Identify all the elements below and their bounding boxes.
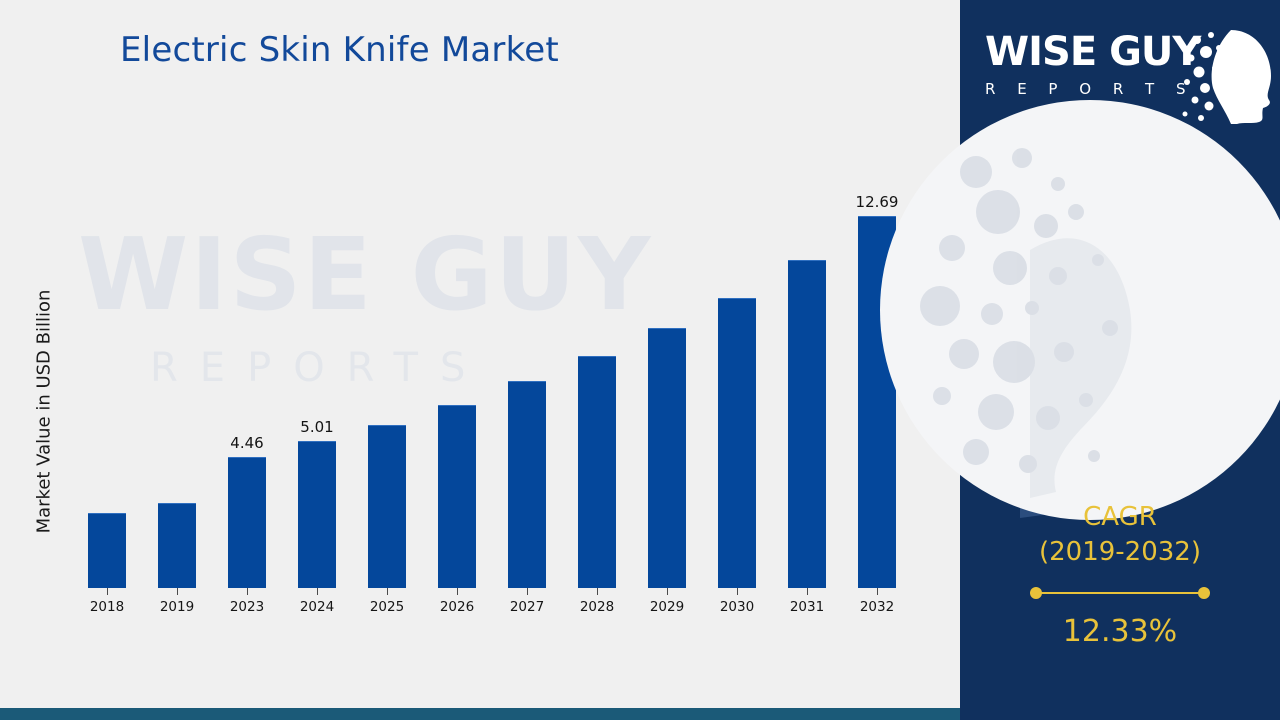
tick-mark [666,588,668,595]
x-tick-2028: 2028 [562,588,632,615]
dotted-head-profile-icon [1179,26,1275,126]
bar-2025[interactable] [368,424,406,588]
divider-dot-right [1198,587,1210,600]
tick-mark [316,588,318,595]
cagr-title: CAGR [1083,502,1157,532]
tick-label: 2028 [579,599,615,615]
bar-2032[interactable] [858,215,896,588]
bar-2018[interactable] [88,513,126,588]
x-axis: 2018 2019 2023 2024 2025 2026 2027 2028 2029 2030… [72,588,912,615]
plot-area: 4.46 5.01 12.69 [72,180,912,588]
tick-mark [806,588,808,595]
cagr-block: CAGR (2019-2032) 12.33% [960,500,1280,649]
bar-2029[interactable] [648,328,686,588]
tick-label: 2025 [369,599,405,615]
tick-label: 2030 [719,599,755,615]
divider-line [1037,592,1203,595]
tick-label: 2032 [859,599,895,615]
tick-label: 2019 [159,599,195,615]
bar-2019[interactable] [158,503,196,588]
logo-wordmark: WISE GUY [985,29,1201,75]
bar-slot [142,180,212,588]
x-tick-2027: 2027 [492,588,562,615]
bar-slot [72,180,142,588]
tick-mark [176,588,178,595]
x-tick-2029: 2029 [632,588,702,615]
bar-value-label: 4.46 [230,434,264,453]
tick-label: 2018 [89,599,125,615]
tick-mark [596,588,598,595]
tick-mark [526,588,528,595]
x-tick-2031: 2031 [772,588,842,615]
logo-subtitle: R E P O R T S [985,80,1194,98]
bar-slot [352,180,422,588]
bar-2030[interactable] [718,298,756,588]
page-title: Electric Skin Knife Market [120,30,559,70]
divider-dot-left [1030,587,1042,600]
bar-slot [632,180,702,588]
bar-slot [702,180,772,588]
x-tick-2018: 2018 [72,588,142,615]
cagr-value: 12.33% [1062,614,1178,650]
bar-slot: 4.46 [212,180,282,588]
bar-series: 4.46 5.01 12.69 [72,180,912,588]
y-axis-label-text: Market Value in USD Billion [33,289,55,533]
tick-label: 2029 [649,599,685,615]
bar-2026[interactable] [438,404,476,588]
bar-2031[interactable] [788,260,826,588]
footer-strip [0,708,962,720]
bar-2027[interactable] [508,381,546,588]
bar-value-label: 12.69 [855,192,899,211]
tick-label: 2027 [509,599,545,615]
tick-label: 2024 [299,599,335,615]
bar-slot [562,180,632,588]
bar-slot [492,180,562,588]
x-tick-2019: 2019 [142,588,212,615]
bar-2028[interactable] [578,356,616,588]
bar-slot: 5.01 [282,180,352,588]
bar-2024[interactable] [298,440,336,588]
tick-label: 2026 [439,599,475,615]
bar-2023[interactable] [228,457,266,588]
tick-mark [456,588,458,595]
cagr-divider [1030,586,1210,600]
y-axis-label: Market Value in USD Billion [30,236,58,586]
chart-panel: Electric Skin Knife Market WISE GUY REPO… [0,30,962,720]
bar-slot: 12.69 [842,180,912,588]
bar-value-label: 5.01 [300,417,334,436]
x-tick-2030: 2030 [702,588,772,615]
tick-label: 2023 [229,599,265,615]
x-tick-2024: 2024 [282,588,352,615]
bar-slot [772,180,842,588]
x-tick-2025: 2025 [352,588,422,615]
tick-mark [736,588,738,595]
x-tick-2023: 2023 [212,588,282,615]
tick-mark [386,588,388,595]
cagr-period: (2019-2032) [1038,537,1201,568]
brand-logo: WISE GUY R E P O R T S [985,29,1271,124]
x-tick-2032: 2032 [842,588,912,615]
tick-mark [246,588,248,595]
bar-slot [422,180,492,588]
tick-label: 2031 [789,599,825,615]
tick-mark [106,588,108,595]
x-tick-2026: 2026 [422,588,492,615]
tick-mark [876,588,878,595]
